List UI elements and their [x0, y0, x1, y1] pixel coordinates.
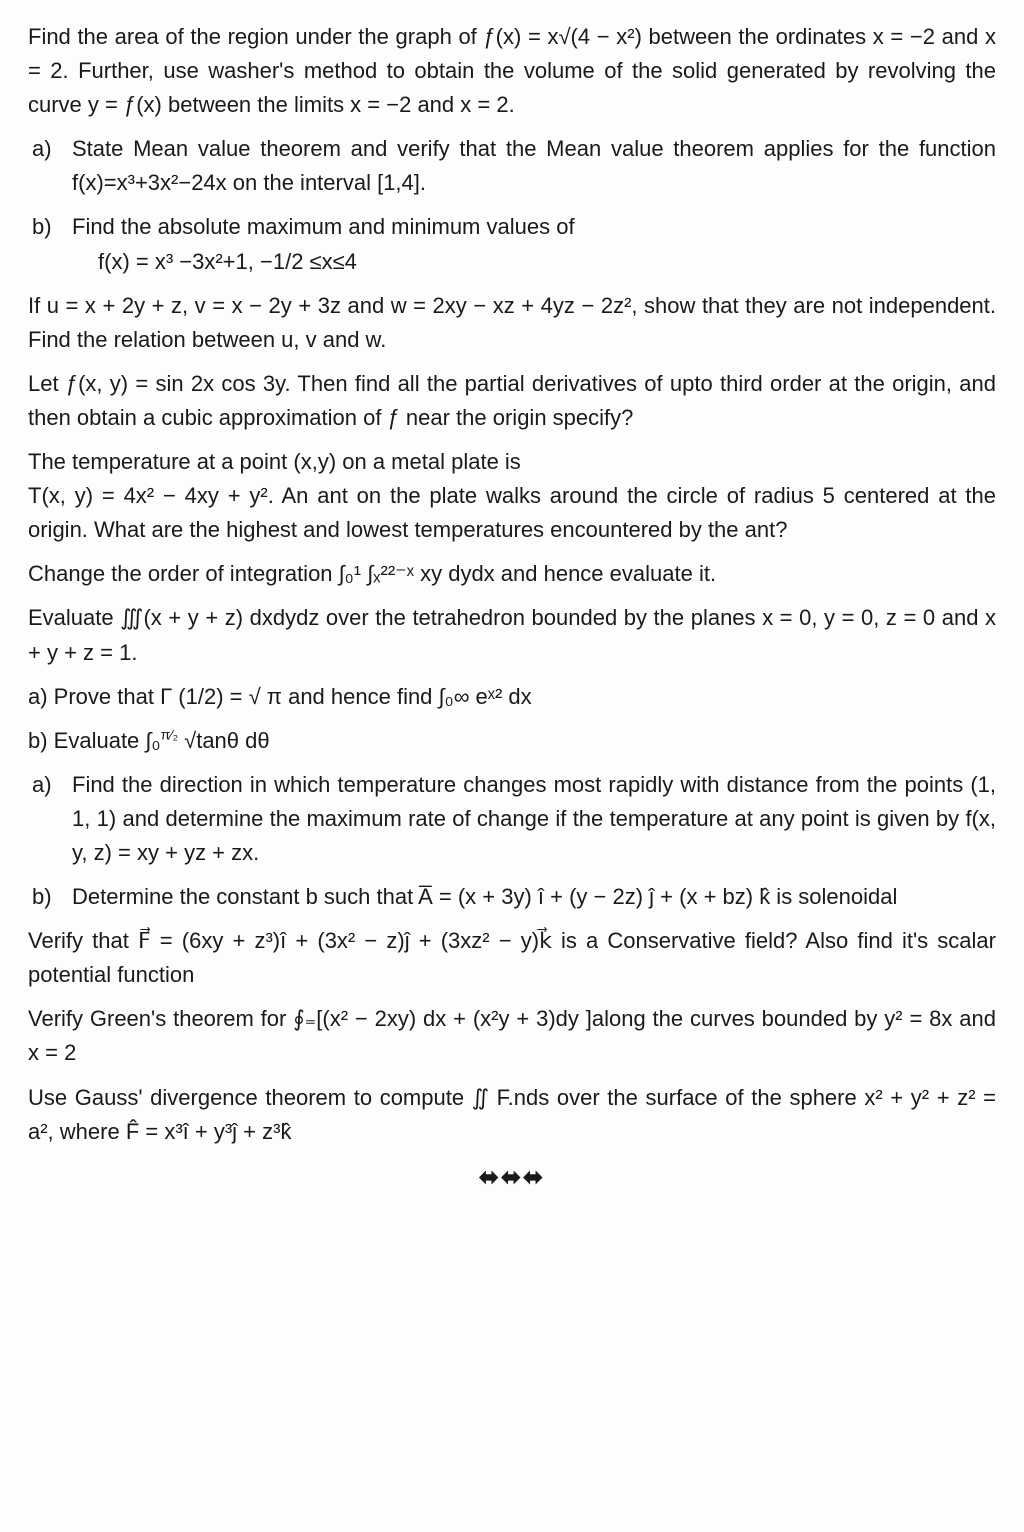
sup-8b: π⁄₂: [161, 726, 178, 742]
question-9a: a) Find the direction in which temperatu…: [28, 768, 996, 870]
question-2a: a) State Mean value theorem and verify t…: [28, 132, 996, 200]
question-2b: b) Find the absolute maximum and minimum…: [28, 210, 996, 244]
text-8b-pre: b) Evaluate: [28, 728, 145, 753]
label-2a: a): [32, 132, 52, 166]
question-3: If u = x + 2y + z, v = x − 2y + 3z and w…: [28, 289, 996, 357]
int-8b: ∫₀: [145, 728, 160, 753]
text-2a: State Mean value theorem and verify that…: [72, 136, 996, 195]
question-8b: b) Evaluate ∫₀π⁄₂ √tanθ dθ: [28, 724, 996, 758]
question-7: Evaluate ∭(x + y + z) dxdydz over the te…: [28, 601, 996, 669]
label-9a: a): [32, 768, 52, 802]
question-5: T(x, y) = 4x² − 4xy + y². An ant on the …: [28, 479, 996, 547]
question-12: Use Gauss' divergence theorem to compute…: [28, 1081, 996, 1149]
label-9b: b): [32, 880, 52, 914]
question-11: Verify Green's theorem for ∮₌[(x² − 2xy)…: [28, 1002, 996, 1070]
question-5-intro: The temperature at a point (x,y) on a me…: [28, 445, 996, 479]
question-9b: b) Determine the constant b such that A̅…: [28, 880, 996, 914]
label-2b: b): [32, 210, 52, 244]
text-2b: Find the absolute maximum and minimum va…: [72, 214, 575, 239]
text-9a: Find the direction in which temperature …: [72, 772, 996, 865]
question-10: Verify that F⃗ = (6xy + z³)î + (3x² − z)…: [28, 924, 996, 992]
question-6: Change the order of integration ∫₀¹ ∫ₓ²²…: [28, 557, 996, 591]
text-9b: Determine the constant b such that A̅ = …: [72, 884, 897, 909]
equation-2b: f(x) = x³ −3x²+1, −1/2 ≤x≤4: [28, 245, 996, 279]
question-8a: a) Prove that Γ (1/2) = √ π and hence fi…: [28, 680, 996, 714]
question-1: Find the area of the region under the gr…: [28, 20, 996, 122]
text-8b-post: √tanθ dθ: [178, 728, 270, 753]
footer-separator: ⬌⬌⬌: [28, 1159, 996, 1196]
question-4: Let ƒ(x, y) = sin 2x cos 3y. Then find a…: [28, 367, 996, 435]
